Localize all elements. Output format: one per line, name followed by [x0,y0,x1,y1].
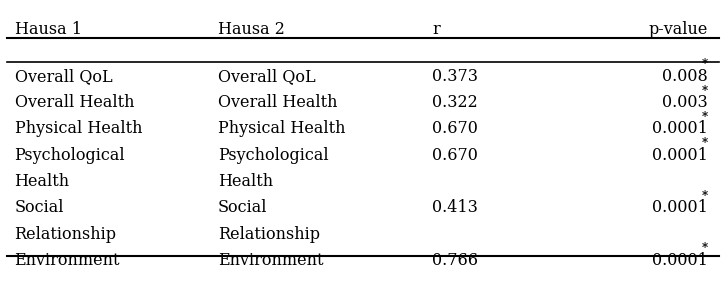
Text: 0.413: 0.413 [432,199,478,216]
Text: Overall Health: Overall Health [15,94,134,111]
Text: Hausa 1: Hausa 1 [15,21,81,38]
Text: *: * [702,137,708,150]
Text: p-value: p-value [648,21,708,38]
Text: 0.0001: 0.0001 [652,120,708,137]
Text: Hausa 2: Hausa 2 [218,21,285,38]
Text: *: * [702,190,708,203]
Text: Physical Health: Physical Health [15,120,142,137]
Text: Health: Health [218,173,273,190]
Text: *: * [702,111,708,124]
Text: 0.0001: 0.0001 [652,252,708,269]
Text: 0.0001: 0.0001 [652,199,708,216]
Text: Psychological: Psychological [218,147,328,164]
Text: Environment: Environment [15,252,120,269]
Text: r: r [432,21,440,38]
Text: Overall QoL: Overall QoL [218,68,315,85]
Text: 0.322: 0.322 [432,94,478,111]
Text: 0.008: 0.008 [662,68,708,85]
Text: Relationship: Relationship [218,226,319,243]
Text: Psychological: Psychological [15,147,125,164]
Text: 0.670: 0.670 [432,120,478,137]
Text: 0.766: 0.766 [432,252,478,269]
Text: Social: Social [218,199,267,216]
Text: Physical Health: Physical Health [218,120,346,137]
Text: Social: Social [15,199,64,216]
Text: Environment: Environment [218,252,323,269]
Text: 0.0001: 0.0001 [652,147,708,164]
Text: Health: Health [15,173,70,190]
Text: *: * [702,242,708,255]
Text: *: * [702,85,708,98]
Text: Overall QoL: Overall QoL [15,68,112,85]
Text: 0.670: 0.670 [432,147,478,164]
Text: Overall Health: Overall Health [218,94,338,111]
Text: 0.373: 0.373 [432,68,478,85]
Text: 0.003: 0.003 [662,94,708,111]
Text: *: * [702,58,708,71]
Text: Relationship: Relationship [15,226,116,243]
